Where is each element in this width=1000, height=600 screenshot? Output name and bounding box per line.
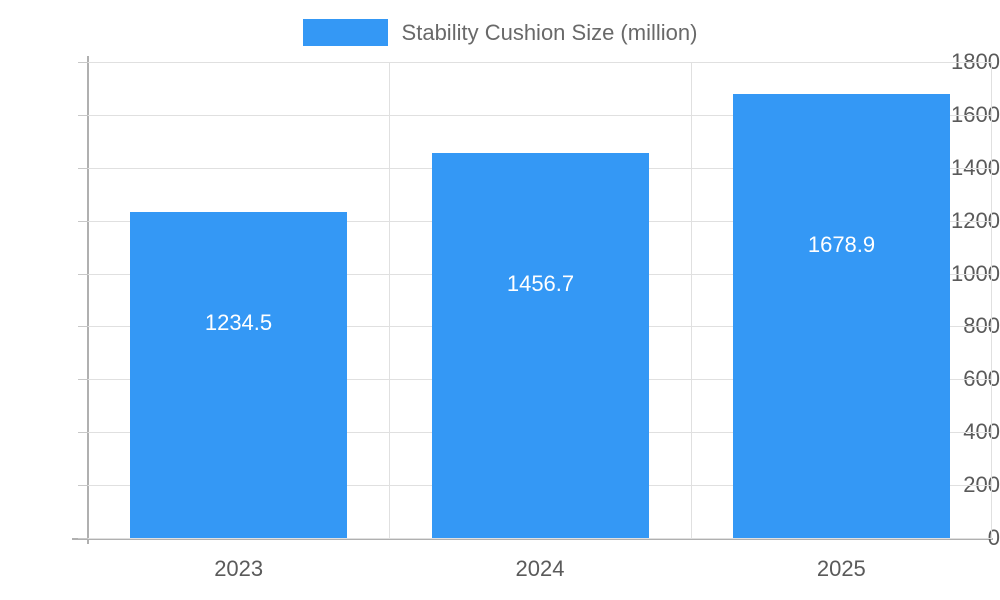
y-tick-label: 600 bbox=[963, 366, 1000, 392]
y-tick-mark bbox=[78, 274, 88, 275]
y-tick-mark bbox=[78, 379, 88, 380]
chart-legend: Stability Cushion Size (million) bbox=[0, 14, 1000, 50]
y-tick-label: 1600 bbox=[951, 101, 1000, 127]
y-axis-line bbox=[87, 56, 89, 544]
y-gridline bbox=[88, 538, 992, 539]
y-tick-label: 1200 bbox=[951, 207, 1000, 233]
y-tick-label: 1400 bbox=[951, 154, 1000, 180]
y-tick-mark bbox=[78, 326, 88, 327]
x-tick-label: 2023 bbox=[214, 556, 264, 581]
y-gridline bbox=[88, 62, 992, 63]
category-divider bbox=[691, 62, 692, 538]
y-tick-mark bbox=[78, 221, 88, 222]
y-tick-label: 1000 bbox=[951, 260, 1000, 286]
x-axis-line bbox=[72, 538, 993, 540]
legend-color-swatch-icon bbox=[302, 18, 388, 46]
plot-right-edge bbox=[991, 62, 992, 538]
y-tick-label: 0 bbox=[987, 525, 1000, 550]
y-tick-label: 800 bbox=[963, 313, 1000, 339]
legend-item-label: Stability Cushion Size (million) bbox=[401, 19, 698, 45]
y-tick-mark bbox=[78, 538, 88, 539]
y-tick-mark bbox=[78, 168, 88, 169]
y-tick-label: 400 bbox=[963, 419, 1000, 445]
bar[interactable] bbox=[130, 212, 347, 538]
y-tick-label: 1800 bbox=[951, 49, 1000, 74]
x-tick-label: 2025 bbox=[816, 556, 866, 581]
y-tick-mark bbox=[78, 115, 88, 116]
y-tick-mark bbox=[78, 485, 88, 486]
bar[interactable] bbox=[733, 94, 950, 538]
legend-item-stability-cushion-size[interactable]: Stability Cushion Size (million) bbox=[302, 18, 698, 46]
y-tick-mark bbox=[78, 62, 88, 63]
plot-area: 1234.5 1456.7 1678.9 bbox=[88, 62, 992, 539]
bar[interactable] bbox=[432, 153, 649, 538]
category-divider bbox=[389, 62, 390, 538]
y-gridline bbox=[88, 115, 992, 116]
y-tick-mark bbox=[78, 432, 88, 433]
x-tick-label: 2024 bbox=[515, 556, 565, 581]
y-tick-label: 200 bbox=[963, 472, 1000, 498]
